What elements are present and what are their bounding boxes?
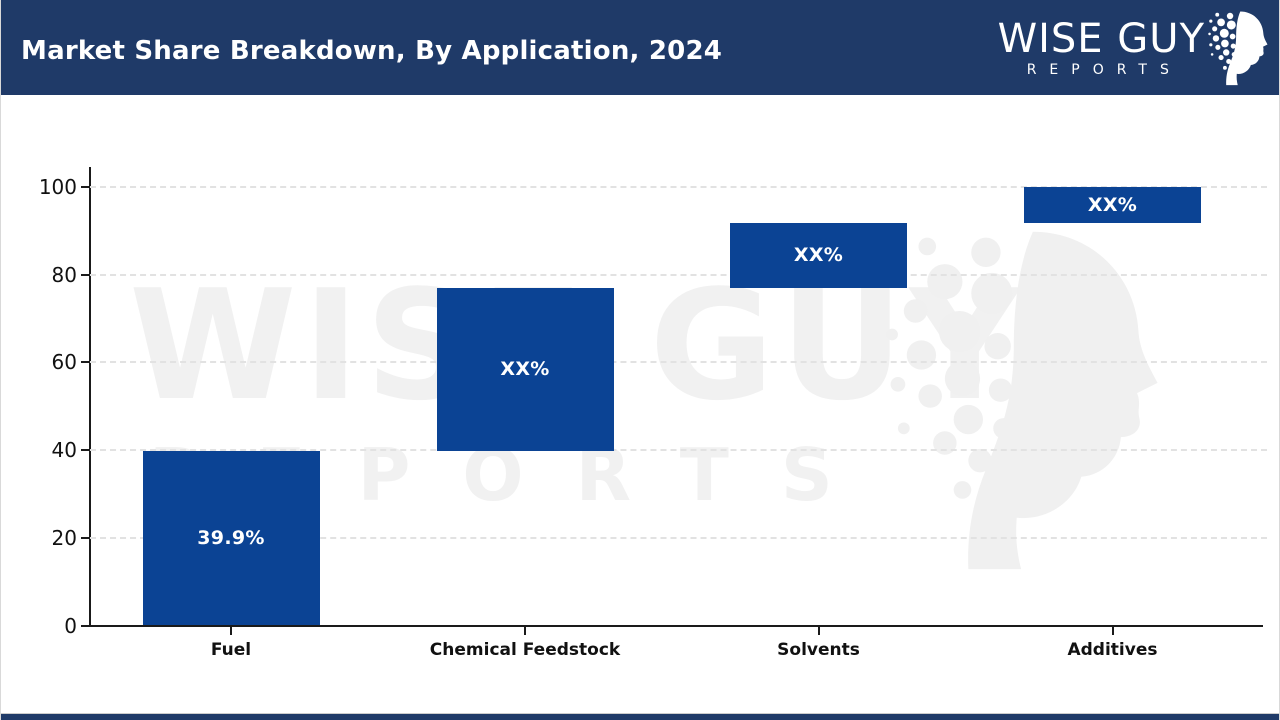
x-axis-tick [524, 627, 526, 635]
footer-stripe [1, 713, 1279, 720]
header-bar: Market Share Breakdown, By Application, … [1, 0, 1279, 95]
bar-value-label: XX% [500, 358, 550, 381]
y-axis-tick [81, 186, 89, 188]
x-axis-category-label: Solvents [777, 640, 860, 660]
x-axis-line [89, 625, 1263, 627]
y-axis-line [89, 167, 91, 627]
x-axis-tick [1111, 627, 1114, 635]
y-axis-tick-label: 0 [64, 613, 77, 638]
bar-value-label: 39.9% [197, 527, 265, 549]
bar-chemical-feedstock: XX% [436, 288, 614, 451]
y-axis-tick-label: 40 [51, 438, 77, 463]
gridline [90, 361, 1267, 364]
y-axis-tick [81, 361, 89, 364]
logo-wordmark: WISE GUY [997, 16, 1205, 62]
gridline [90, 186, 1267, 188]
y-axis-tick [81, 273, 89, 276]
gridline [90, 273, 1267, 276]
x-axis-category-label: Chemical Feedstock [429, 640, 621, 660]
x-axis-category-label: Additives [1067, 640, 1158, 660]
x-axis-tick [817, 627, 820, 635]
y-axis-tick [81, 449, 89, 452]
gridline [90, 536, 1267, 539]
y-axis-tick-label: 100 [38, 175, 77, 199]
bar-fuel: 39.9% [142, 450, 320, 626]
brand-logo: WISE GUY REPORTS [998, 2, 1273, 94]
y-axis-tick [81, 624, 89, 627]
gridline [90, 449, 1267, 452]
x-axis-tick [230, 627, 232, 635]
brand-logo-text: WISE GUY REPORTS [998, 18, 1205, 78]
y-axis-tick-label: 20 [51, 525, 77, 550]
bar-value-label: XX% [1087, 193, 1138, 216]
y-axis-tick-label: 60 [51, 350, 77, 375]
x-axis-category-label: Fuel [210, 640, 252, 660]
y-axis-tick-label: 80 [51, 262, 77, 287]
logo-subtext: REPORTS [1026, 62, 1182, 78]
bar-solvents: XX% [730, 222, 907, 289]
y-axis-tick [81, 536, 89, 539]
bar-value-label: XX% [793, 244, 844, 267]
page-title: Market Share Breakdown, By Application, … [21, 36, 723, 66]
bar-additives: XX% [1024, 187, 1201, 223]
